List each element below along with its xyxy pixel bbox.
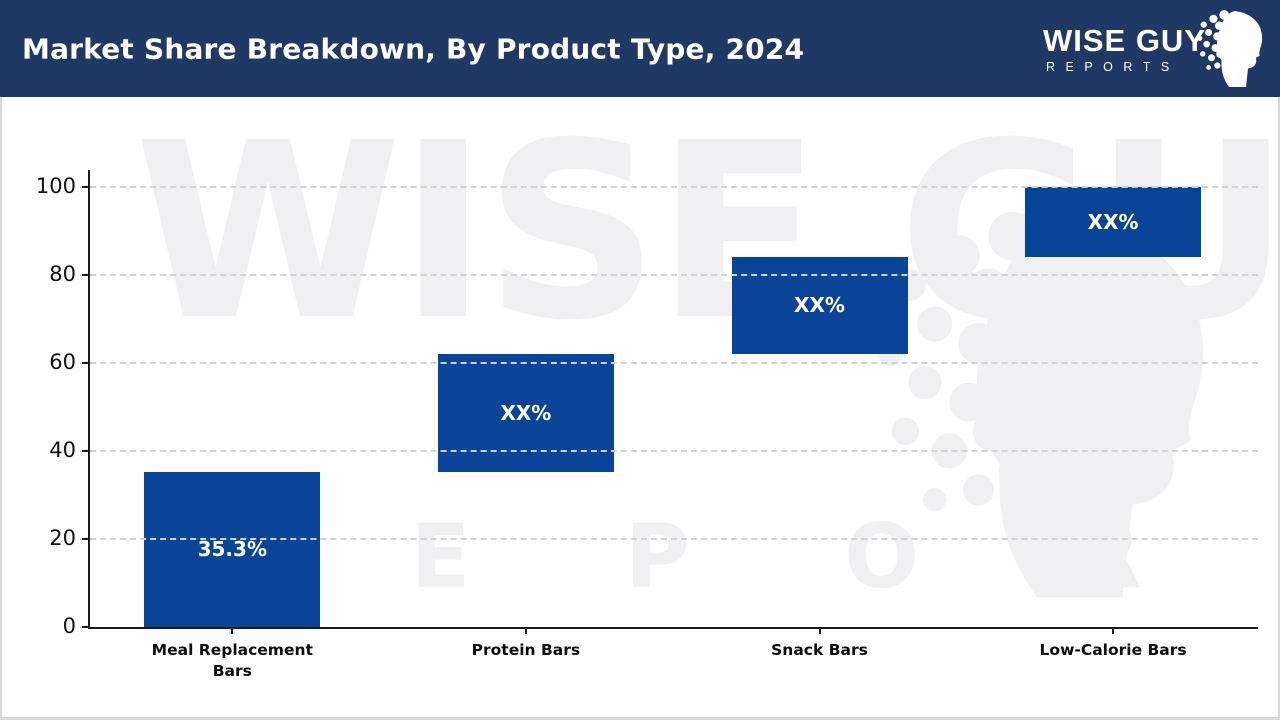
page-title: Market Share Breakdown, By Product Type,…: [22, 32, 805, 65]
dotted-face-profile-watermark: [878, 211, 1204, 598]
x-tick-protein-bars: [524, 627, 527, 634]
bar-value-label-protein-bars: XX%: [500, 400, 552, 425]
chart-area: WISE GUY R E P O R T S 35.3%Meal Replace…: [2, 97, 1278, 715]
y-axis-label-40: 40: [49, 438, 76, 462]
gridline-40: [90, 450, 1258, 452]
brand-logo: WISE GUY REPORTS: [1043, 8, 1266, 90]
y-tick-0: [82, 626, 90, 628]
y-tick-60: [82, 362, 90, 364]
y-tick-20: [82, 538, 90, 540]
app-header: Market Share Breakdown, By Product Type,…: [0, 0, 1280, 97]
y-tick-80: [82, 274, 90, 276]
y-tick-40: [82, 450, 90, 452]
dotted-face-profile-icon: [1197, 10, 1263, 87]
bar-low-calorie-bars: [1025, 187, 1202, 257]
category-label-meal-replacement-bars: Meal Replacement Bars: [151, 641, 313, 680]
y-axis-label-100: 100: [35, 174, 76, 198]
bar-snack-bars: [731, 256, 908, 355]
gridline-80: [90, 274, 1258, 276]
y-tick-100: [82, 186, 90, 188]
bar-meal-replacement-bars: [144, 471, 321, 627]
y-axis-line: [88, 170, 90, 629]
y-axis-label-0: 0: [62, 614, 76, 638]
category-label-low-calorie-bars: Low-Calorie Bars: [1039, 641, 1187, 659]
x-tick-snack-bars: [818, 627, 821, 634]
bar-value-label-snack-bars: XX%: [794, 293, 845, 318]
bar-value-label-meal-replacement-bars: 35.3%: [197, 537, 267, 562]
x-axis-line: [88, 627, 1258, 629]
y-axis-label-20: 20: [49, 526, 76, 550]
x-tick-meal-replacement-bars: [231, 627, 234, 634]
y-axis-label-80: 80: [49, 262, 76, 286]
category-label-snack-bars: Snack Bars: [771, 641, 868, 659]
brand-name: WISE GUY: [1042, 23, 1206, 58]
brand-subtitle: REPORTS: [1045, 60, 1180, 74]
gridline-20: [90, 538, 1258, 540]
category-label-protein-bars: Protein Bars: [471, 641, 581, 659]
x-tick-low-calorie-bars: [1112, 627, 1115, 634]
bar-protein-bars: [437, 354, 614, 472]
brand-logo-text: WISE GUY REPORTS: [1042, 23, 1206, 75]
gridline-60: [90, 362, 1258, 364]
bar-value-label-low-calorie-bars: XX%: [1087, 209, 1139, 234]
y-axis-label-60: 60: [49, 350, 76, 374]
gridline-100: [90, 186, 1258, 188]
